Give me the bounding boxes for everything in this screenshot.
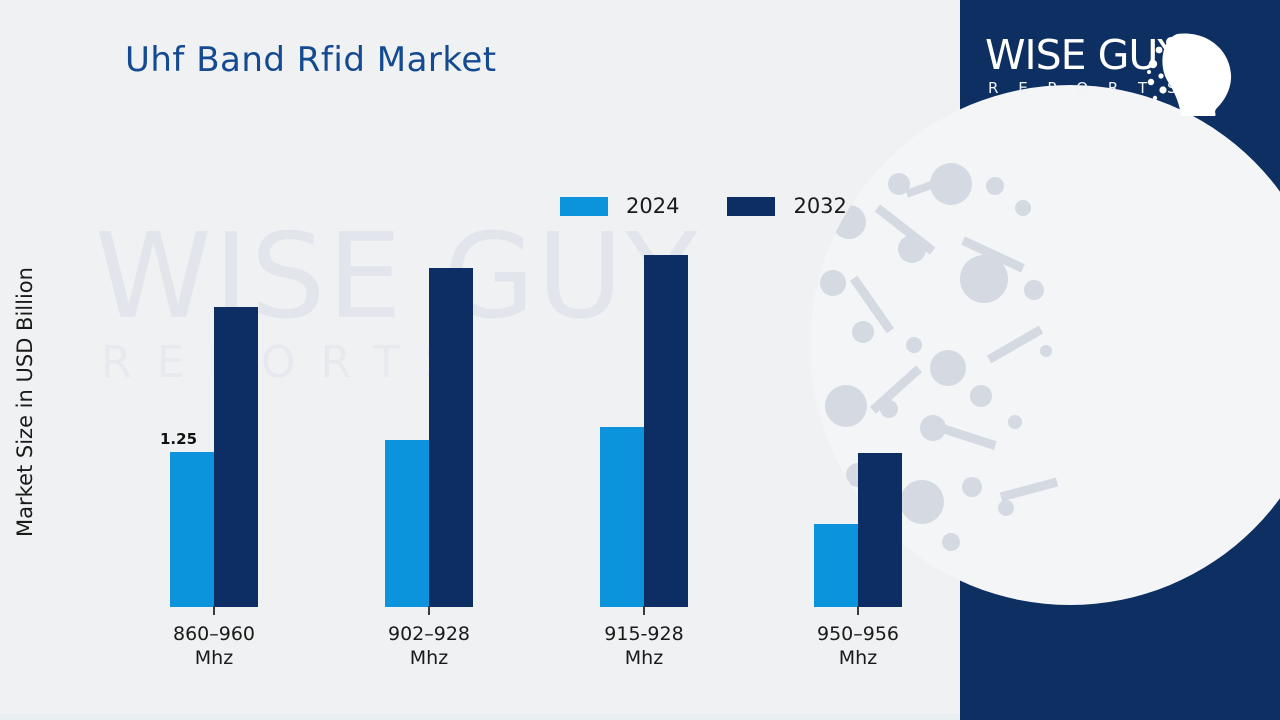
x-axis-label-1: 902–928 Mhz [339, 622, 519, 670]
plot-area: 1.25 860–960 Mhz 902–928 Mhz 915-928 Mhz 950–95… [124, 255, 948, 670]
bar-2032-0[interactable] [214, 307, 258, 607]
logo-subtitle: R E P O R T S [988, 79, 1184, 97]
x-axis-label-2: 915-928 Mhz [554, 622, 734, 670]
x-axis-label-line: Mhz [194, 647, 234, 669]
logo-head-dots-icon [1147, 33, 1232, 116]
bar-value-label: 1.25 [160, 430, 198, 448]
x-axis-label-line: 950–956 [816, 623, 900, 645]
bar-2032-1[interactable] [429, 268, 473, 607]
x-axis-label-line: Mhz [409, 647, 449, 669]
page-title: Uhf Band Rfid Market [125, 40, 497, 80]
x-axis-tick [213, 606, 215, 615]
x-axis-label-line: 902–928 [387, 623, 471, 645]
legend-label-2032: 2032 [793, 194, 847, 218]
bar-2024-0[interactable] [170, 452, 214, 607]
chart-legend: 2024 2032 [560, 194, 847, 218]
x-axis-label-line: Mhz [624, 647, 664, 669]
bar-2024-2[interactable] [600, 427, 644, 607]
brand-logo: WISE GUY R E P O R T S [985, 32, 1235, 118]
bottom-strip [0, 714, 960, 720]
legend-swatch-2032 [727, 196, 776, 216]
x-axis-tick [428, 606, 430, 615]
bar-2032-3[interactable] [858, 453, 902, 607]
legend-item-2032[interactable]: 2032 [727, 194, 847, 218]
legend-item-2024[interactable]: 2024 [560, 194, 679, 218]
bar-2024-1[interactable] [385, 440, 429, 607]
x-axis-tick [857, 606, 859, 615]
x-axis-label-line: Mhz [838, 647, 878, 669]
legend-label-2024: 2024 [626, 194, 680, 218]
x-axis-label-line: 860–960 [172, 623, 256, 645]
x-axis-label-0: 860–960 Mhz [124, 622, 304, 670]
legend-swatch-2024 [560, 196, 608, 216]
bar-2032-2[interactable] [644, 255, 688, 607]
molecule-pattern [810, 85, 1280, 605]
x-axis-label-line: 915-928 [604, 623, 684, 645]
bar-2024-3[interactable] [814, 524, 858, 607]
x-axis-tick [643, 606, 645, 615]
bar-chart: Market Size in USD Billion 2024 2032 1.2… [13, 194, 948, 670]
x-axis-label-3: 950–956 Mhz [768, 622, 948, 670]
